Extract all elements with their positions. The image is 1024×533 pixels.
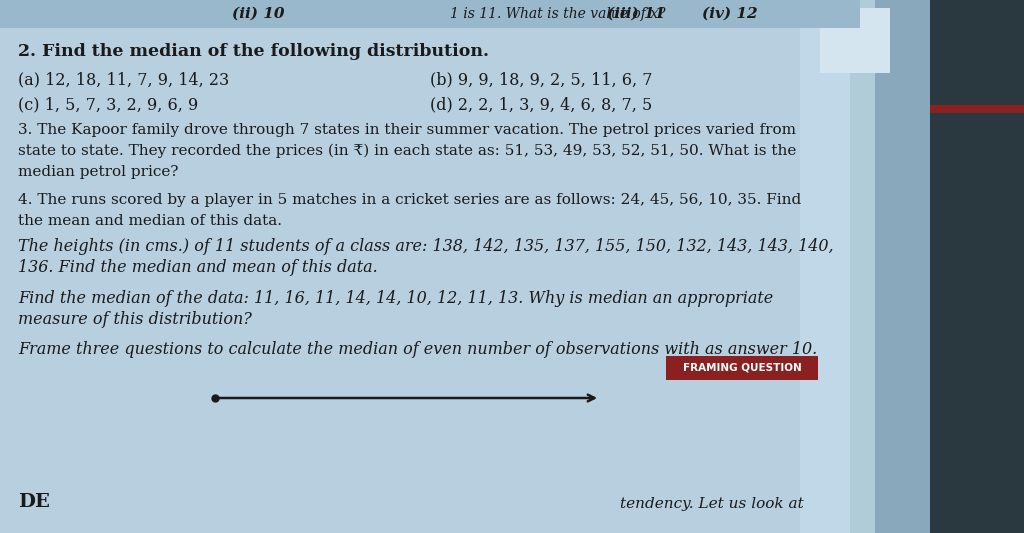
Text: FRAMING QUESTION: FRAMING QUESTION [683, 363, 802, 373]
Text: (d) 2, 2, 1, 3, 9, 4, 6, 8, 7, 5: (d) 2, 2, 1, 3, 9, 4, 6, 8, 7, 5 [430, 96, 652, 113]
FancyBboxPatch shape [820, 8, 890, 73]
Text: 4. The runs scored by a player in 5 matches in a cricket series are as follows: : 4. The runs scored by a player in 5 matc… [18, 193, 801, 207]
FancyBboxPatch shape [800, 0, 930, 533]
FancyBboxPatch shape [666, 356, 818, 380]
Text: 136. Find the median and mean of this data.: 136. Find the median and mean of this da… [18, 259, 378, 276]
FancyBboxPatch shape [930, 105, 1024, 113]
Text: measure of this distribution?: measure of this distribution? [18, 311, 252, 328]
FancyBboxPatch shape [870, 0, 930, 533]
Text: (b) 9, 9, 18, 9, 2, 5, 11, 6, 7: (b) 9, 9, 18, 9, 2, 5, 11, 6, 7 [430, 71, 652, 88]
FancyBboxPatch shape [0, 0, 860, 28]
Text: 2. Find the median of the following distribution.: 2. Find the median of the following dist… [18, 43, 489, 60]
Text: median petrol price?: median petrol price? [18, 165, 178, 179]
Text: state to state. They recorded the prices (in ₹) in each state as: 51, 53, 49, 53: state to state. They recorded the prices… [18, 144, 797, 158]
Text: (a) 12, 18, 11, 7, 9, 14, 23: (a) 12, 18, 11, 7, 9, 14, 23 [18, 71, 229, 88]
Text: (c) 1, 5, 7, 3, 2, 9, 6, 9: (c) 1, 5, 7, 3, 2, 9, 6, 9 [18, 96, 199, 113]
Text: 3. The Kapoor family drove through 7 states in their summer vacation. The petrol: 3. The Kapoor family drove through 7 sta… [18, 123, 796, 137]
Text: DE: DE [18, 493, 50, 511]
Text: (iv) 12: (iv) 12 [702, 7, 758, 21]
Text: tendency. Let us look at: tendency. Let us look at [620, 497, 804, 511]
Text: (ii) 10: (ii) 10 [231, 7, 285, 21]
Text: Frame three questions to calculate the median of even number of observations wit: Frame three questions to calculate the m… [18, 341, 817, 358]
FancyBboxPatch shape [850, 0, 874, 533]
Text: the mean and median of this data.: the mean and median of this data. [18, 214, 282, 228]
Text: 1 is 11. What is the value of x?: 1 is 11. What is the value of x? [450, 7, 666, 21]
Text: The heights (in cms.) of 11 students of a class are: 138, 142, 135, 137, 155, 15: The heights (in cms.) of 11 students of … [18, 238, 834, 255]
Text: Find the median of the data: 11, 16, 11, 14, 14, 10, 12, 11, 13. Why is median a: Find the median of the data: 11, 16, 11,… [18, 290, 773, 307]
FancyBboxPatch shape [930, 0, 1024, 533]
Text: (iii) 11: (iii) 11 [607, 7, 666, 21]
